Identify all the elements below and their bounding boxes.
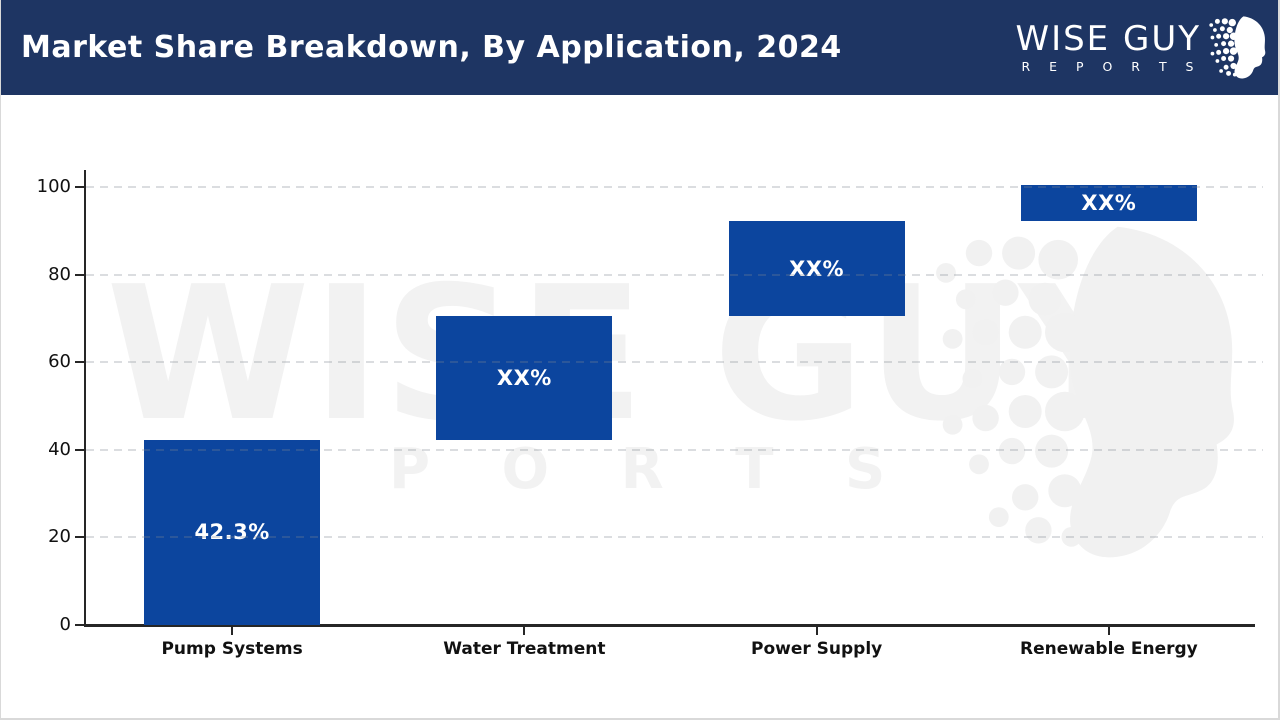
x-axis-tick bbox=[815, 627, 818, 635]
y-axis-tick bbox=[75, 536, 84, 539]
waterfall-bar-segment: XX% bbox=[728, 221, 905, 317]
header-bar: Market Share Breakdown, By Application, … bbox=[1, 0, 1278, 95]
waterfall-bar-segment: 42.3% bbox=[144, 439, 321, 625]
gridline bbox=[86, 361, 1263, 364]
gridline bbox=[86, 536, 1263, 539]
x-axis-label: Renewable Energy bbox=[1019, 639, 1198, 659]
waterfall-bar-segment: XX% bbox=[1020, 185, 1197, 222]
watermark-face-logo bbox=[913, 212, 1243, 578]
watermark-reports-text: P O R T S bbox=[389, 437, 912, 502]
y-tick-label: 0 bbox=[59, 614, 71, 635]
y-axis-spine bbox=[84, 170, 86, 627]
y-axis-tick bbox=[75, 624, 84, 626]
x-axis-tick bbox=[231, 627, 234, 635]
bar-value-label: XX% bbox=[1081, 191, 1137, 216]
x-axis-label: Pump Systems bbox=[161, 639, 303, 659]
gridline bbox=[86, 273, 1263, 276]
logo-face bbox=[1205, 10, 1267, 86]
y-axis-tick bbox=[75, 361, 84, 364]
x-axis-label: Water Treatment bbox=[443, 639, 606, 659]
bar-value-label: XX% bbox=[496, 365, 552, 390]
waterfall-bar-segment: XX% bbox=[436, 316, 613, 440]
bar-value-label: 42.3% bbox=[194, 520, 270, 545]
y-tick-label: 80 bbox=[48, 263, 71, 285]
x-axis-tick bbox=[523, 627, 526, 635]
logo-brand-text: WISE GUY bbox=[1015, 18, 1201, 59]
gridline bbox=[86, 186, 1263, 188]
dot-face-icon bbox=[1209, 15, 1266, 78]
gridline bbox=[86, 448, 1263, 451]
page-title: Market Share Breakdown, By Application, … bbox=[21, 30, 842, 65]
y-tick-label: 40 bbox=[48, 438, 71, 460]
logo-sub-text: R E P O R T S bbox=[1021, 58, 1201, 74]
wise-guy-logo: WISE GUY R E P O R T S bbox=[1015, 10, 1278, 86]
x-axis-tick bbox=[1107, 627, 1110, 635]
bar-value-label: XX% bbox=[789, 256, 845, 281]
x-axis-spine bbox=[84, 624, 1255, 627]
y-axis-tick bbox=[75, 448, 84, 451]
y-tick-label: 100 bbox=[36, 176, 71, 197]
dot-face-icon bbox=[936, 226, 1234, 558]
y-axis-tick bbox=[75, 273, 84, 276]
x-axis-label: Power Supply bbox=[750, 639, 883, 659]
y-tick-label: 20 bbox=[48, 526, 71, 548]
y-axis-tick bbox=[75, 186, 84, 188]
y-tick-label: 60 bbox=[48, 351, 71, 373]
